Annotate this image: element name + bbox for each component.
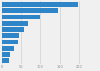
Bar [2,40,18,44]
Bar [2,27,24,32]
Bar [2,2,78,7]
Bar [2,58,8,63]
Bar [2,15,40,19]
Bar [2,33,19,38]
Bar [2,8,58,13]
Bar [2,52,10,57]
Bar [2,46,14,51]
Bar [2,21,28,26]
